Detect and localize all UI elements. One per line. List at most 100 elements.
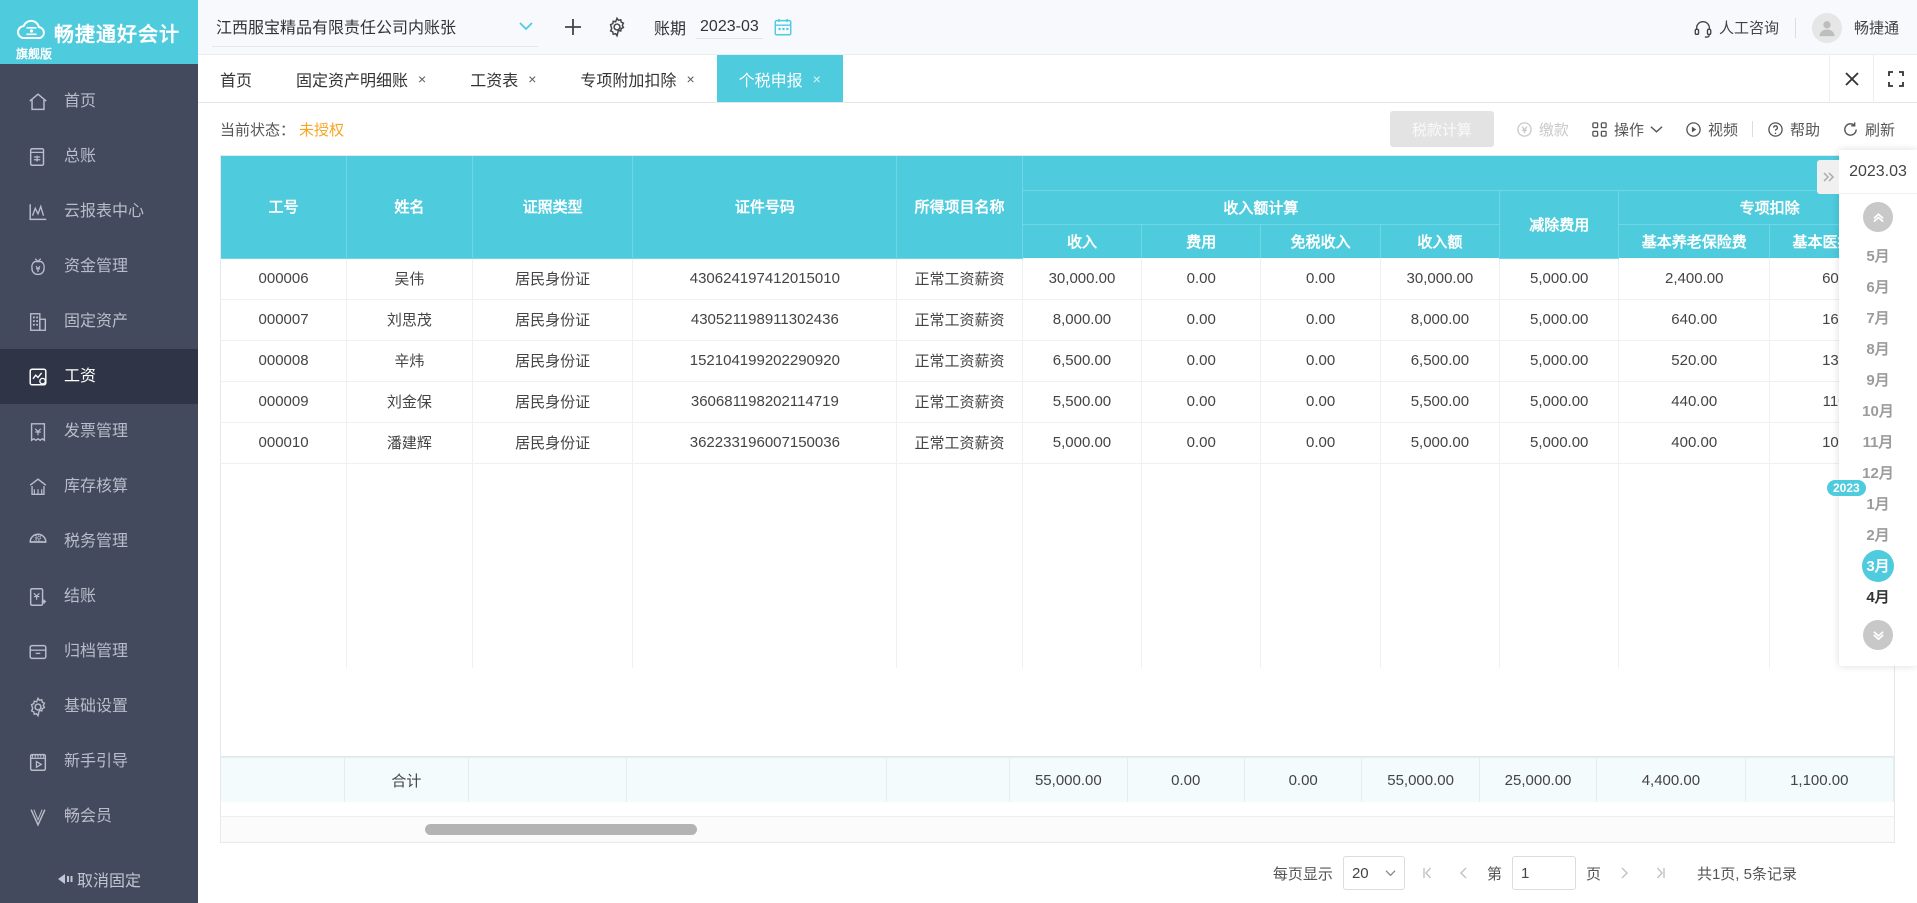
horizontal-scrollbar[interactable] — [221, 816, 1894, 842]
cell-income: 5,000.00 — [1022, 422, 1143, 464]
sidebar-collapse-button[interactable]: 取消固定 — [0, 855, 198, 903]
fullscreen-icon[interactable] — [1873, 55, 1917, 103]
tab-close-icon[interactable]: × — [812, 70, 821, 87]
main-area: 江西服宝精品有限责任公司内账张 账期 2023-03 — [198, 0, 1917, 903]
operation-menu[interactable]: 操作 — [1591, 119, 1663, 140]
tab-3[interactable]: 专项附加扣除 × — [558, 55, 716, 102]
add-account-set-button[interactable] — [562, 16, 584, 38]
calc-tax-button[interactable]: 税款计算 — [1389, 111, 1494, 147]
empty-cell — [1499, 504, 1620, 545]
chevron-down-circle-icon[interactable] — [1863, 620, 1893, 650]
table-empty-row — [221, 627, 1894, 668]
total-cell-name: 合计 — [344, 756, 469, 803]
sidebar-item-3[interactable]: 资金管理 — [0, 239, 198, 294]
cell-income_item: 正常工资薪资 — [896, 340, 1023, 382]
col-income[interactable]: 收入 — [1022, 224, 1143, 258]
month-item-7[interactable]: 12月 — [1839, 457, 1917, 488]
sidebar-item-0[interactable]: 首页 — [0, 74, 198, 129]
tab-0[interactable]: 首页 — [198, 55, 274, 102]
month-item-8[interactable]: 1月 2023 — [1827, 480, 1917, 519]
sidebar-item-5[interactable]: 工资 — [0, 349, 198, 404]
prev-page-icon[interactable] — [1451, 858, 1477, 888]
month-item-10[interactable]: 3月 — [1839, 549, 1917, 582]
cell-id_no: 152104199202290920 — [632, 340, 898, 382]
close-icon[interactable] — [1829, 55, 1873, 103]
sidebar-item-4[interactable]: 固定资产 — [0, 294, 198, 349]
page-number-input[interactable] — [1511, 856, 1576, 890]
sidebar-item-9[interactable]: 结账 — [0, 569, 198, 624]
company-selector[interactable]: 江西服宝精品有限责任公司内账张 — [212, 7, 539, 47]
home-icon — [26, 90, 50, 114]
sidebar-item-13[interactable]: 畅会员 — [0, 789, 198, 844]
empty-cell — [1260, 586, 1381, 627]
table-row[interactable]: 000008 辛炜 居民身份证 152104199202290920 正常工资薪资 6,5… — [221, 340, 1894, 382]
tab-close-icon[interactable]: × — [528, 70, 537, 87]
tab-2[interactable]: 工资表 × — [448, 55, 558, 102]
sidebar-item-11[interactable]: 基础设置 — [0, 679, 198, 734]
sidebar-item-2[interactable]: 云报表中心 — [0, 184, 198, 239]
first-page-icon[interactable] — [1415, 858, 1441, 888]
month-item-4[interactable]: 9月 — [1839, 364, 1917, 395]
empty-cell — [1141, 545, 1262, 586]
sidebar-item-7[interactable]: 库存核算 — [0, 459, 198, 514]
month-item-0[interactable]: 5月 — [1839, 240, 1917, 271]
sidebar-item-10[interactable]: 归档管理 — [0, 624, 198, 679]
period-selector[interactable]: 账期 2023-03 — [654, 15, 793, 39]
col-deduction[interactable]: 减除费用 — [1499, 190, 1620, 259]
per-page-select[interactable]: 20 — [1342, 856, 1405, 890]
col-name[interactable]: 姓名 — [346, 156, 473, 259]
table-row[interactable]: 000007 刘思茂 居民身份证 430521198911302436 正常工资薪资 8,… — [221, 299, 1894, 341]
col-tax-free[interactable]: 免税收入 — [1260, 224, 1381, 258]
col-income-amount[interactable]: 收入额 — [1380, 224, 1501, 258]
chevron-down-icon[interactable] — [518, 21, 534, 31]
month-item-6[interactable]: 11月 — [1839, 426, 1917, 457]
tab-1[interactable]: 固定资产明细账 × — [274, 55, 448, 102]
sidebar-item-8[interactable]: 税 税务管理 — [0, 514, 198, 569]
status-text: 当前状态： 未授权 — [220, 119, 344, 140]
settings-gear-icon[interactable] — [606, 16, 628, 38]
month-item-3[interactable]: 8月 — [1839, 333, 1917, 364]
month-item-9[interactable]: 2月 — [1839, 519, 1917, 550]
tab-4[interactable]: 个税申报 × — [716, 55, 843, 102]
username-label[interactable]: 畅捷通 — [1853, 20, 1899, 37]
cell-fee: 0.00 — [1141, 299, 1262, 341]
refresh-button[interactable]: 刷新 — [1842, 119, 1895, 140]
sidebar-item-6[interactable]: 发票管理 — [0, 404, 198, 459]
video-label: 视频 — [1707, 121, 1738, 139]
month-item-5[interactable]: 10月 — [1839, 395, 1917, 426]
month-item-2[interactable]: 7月 — [1839, 302, 1917, 333]
support-button[interactable]: 人工咨询 — [1693, 17, 1779, 38]
user-avatar-icon[interactable] — [1811, 12, 1842, 43]
table-row[interactable]: 000009 刘金保 居民身份证 360681198202114719 正常工资薪资 5,… — [221, 381, 1894, 423]
month-item-11[interactable]: 4月 — [1839, 581, 1917, 612]
col-fee[interactable]: 费用 — [1141, 224, 1262, 258]
last-page-icon[interactable] — [1647, 858, 1673, 888]
next-page-icon[interactable] — [1611, 858, 1637, 888]
col-id-no[interactable]: 证件号码 — [632, 156, 898, 259]
pay-button[interactable]: 缴款 — [1516, 119, 1569, 140]
col-emp-no[interactable]: 工号 — [221, 156, 348, 259]
tab-close-icon[interactable]: × — [686, 70, 695, 87]
empty-cell — [1141, 586, 1262, 627]
help-button[interactable]: 帮助 — [1767, 119, 1820, 140]
table-row[interactable]: 000006 吴伟 居民身份证 430624197412015010 正常工资薪资 30,… — [221, 258, 1894, 300]
month-picker-header[interactable]: 2023.03 — [1839, 150, 1917, 194]
sidebar-item-label: 归档管理 — [64, 642, 129, 660]
chevron-up-circle-icon[interactable] — [1863, 202, 1893, 232]
empty-cell — [1618, 463, 1771, 504]
video-button[interactable]: 视频 — [1685, 119, 1738, 140]
empty-cell — [1022, 627, 1143, 668]
horizontal-scrollbar-thumb[interactable] — [425, 824, 697, 835]
col-income-item[interactable]: 所得项目名称 — [896, 156, 1023, 259]
sidebar-item-12[interactable]: 新手引导 — [0, 734, 198, 789]
sidebar-item-1[interactable]: 总账 — [0, 129, 198, 184]
table-row[interactable]: 000010 潘建辉 居民身份证 362233196007150036 正常工资薪资 5,… — [221, 422, 1894, 464]
calendar-icon[interactable] — [773, 17, 793, 37]
col-id-type[interactable]: 证照类型 — [472, 156, 634, 259]
double-chevron-right-icon[interactable] — [1817, 160, 1839, 194]
month-item-1[interactable]: 6月 — [1839, 271, 1917, 302]
col-pension[interactable]: 基本养老保险费 — [1618, 224, 1771, 258]
guide-play-icon — [26, 750, 50, 774]
tab-close-icon[interactable]: × — [418, 70, 427, 87]
